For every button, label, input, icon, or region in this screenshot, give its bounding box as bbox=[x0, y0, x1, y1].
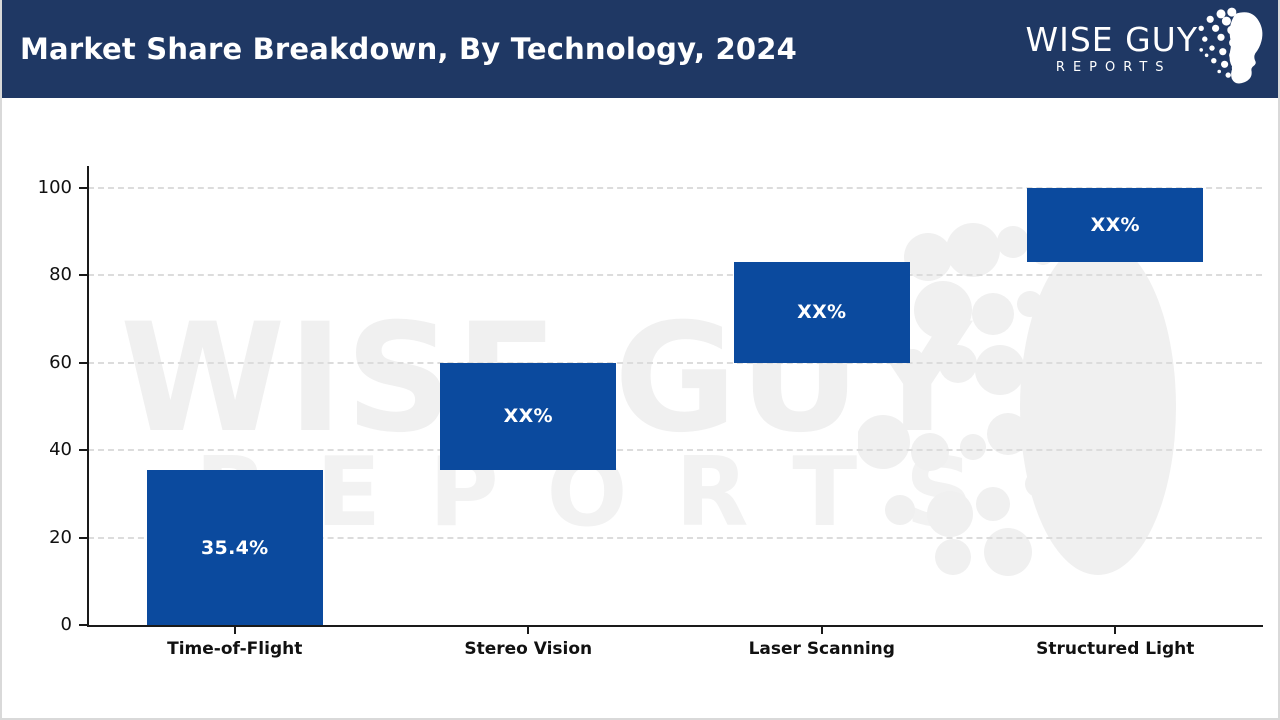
x-axis-category-label: Laser Scanning bbox=[748, 639, 895, 659]
page-title: Market Share Breakdown, By Technology, 2… bbox=[20, 32, 798, 66]
y-axis-line bbox=[87, 166, 89, 627]
watermark-head-icon bbox=[858, 223, 1176, 576]
bar: 35.4% bbox=[146, 470, 323, 625]
gridline bbox=[88, 361, 1262, 364]
bar: XX% bbox=[440, 362, 617, 471]
x-axis-category-label: Stereo Vision bbox=[464, 639, 593, 659]
y-tick-label: 40 bbox=[49, 439, 72, 460]
gridline bbox=[88, 274, 1262, 276]
logo-subtitle: REPORTS bbox=[1055, 60, 1172, 75]
y-tick-mark bbox=[79, 536, 88, 539]
y-tick-label: 60 bbox=[49, 351, 72, 373]
bar: XX% bbox=[733, 261, 910, 363]
header-bar: Market Share Breakdown, By Technology, 2… bbox=[0, 0, 1280, 98]
wiseguy-head-icon bbox=[1198, 7, 1263, 84]
y-tick-label: 80 bbox=[49, 264, 72, 285]
x-tick-mark bbox=[233, 627, 236, 634]
x-axis-category-label: Time-of-Flight bbox=[167, 639, 303, 659]
bar: XX% bbox=[1027, 187, 1204, 262]
x-axis-line bbox=[87, 625, 1263, 627]
wiseguy-logo: WISE GUY REPORTS bbox=[1025, 7, 1266, 91]
gridline bbox=[88, 186, 1262, 189]
y-tick-label: 0 bbox=[60, 614, 72, 635]
y-tick-label: 100 bbox=[37, 176, 72, 198]
y-tick-mark bbox=[79, 624, 88, 626]
x-tick-mark bbox=[820, 627, 823, 634]
x-tick-mark bbox=[527, 627, 530, 634]
gridline bbox=[88, 536, 1262, 539]
bar-value-label: XX% bbox=[797, 301, 847, 324]
y-tick-mark bbox=[79, 361, 88, 364]
bar-value-label: XX% bbox=[1090, 213, 1140, 236]
x-axis-category-label: Structured Light bbox=[1036, 639, 1195, 659]
y-tick-mark bbox=[79, 186, 88, 189]
y-tick-mark bbox=[79, 274, 88, 276]
bar-value-label: XX% bbox=[503, 405, 553, 428]
gridline bbox=[88, 449, 1262, 451]
y-tick-mark bbox=[79, 449, 88, 451]
logo-wordmark: WISE GUY bbox=[1025, 20, 1198, 59]
bar-value-label: 35.4% bbox=[201, 536, 269, 559]
y-tick-label: 20 bbox=[49, 526, 72, 548]
x-tick-mark bbox=[1114, 627, 1117, 634]
